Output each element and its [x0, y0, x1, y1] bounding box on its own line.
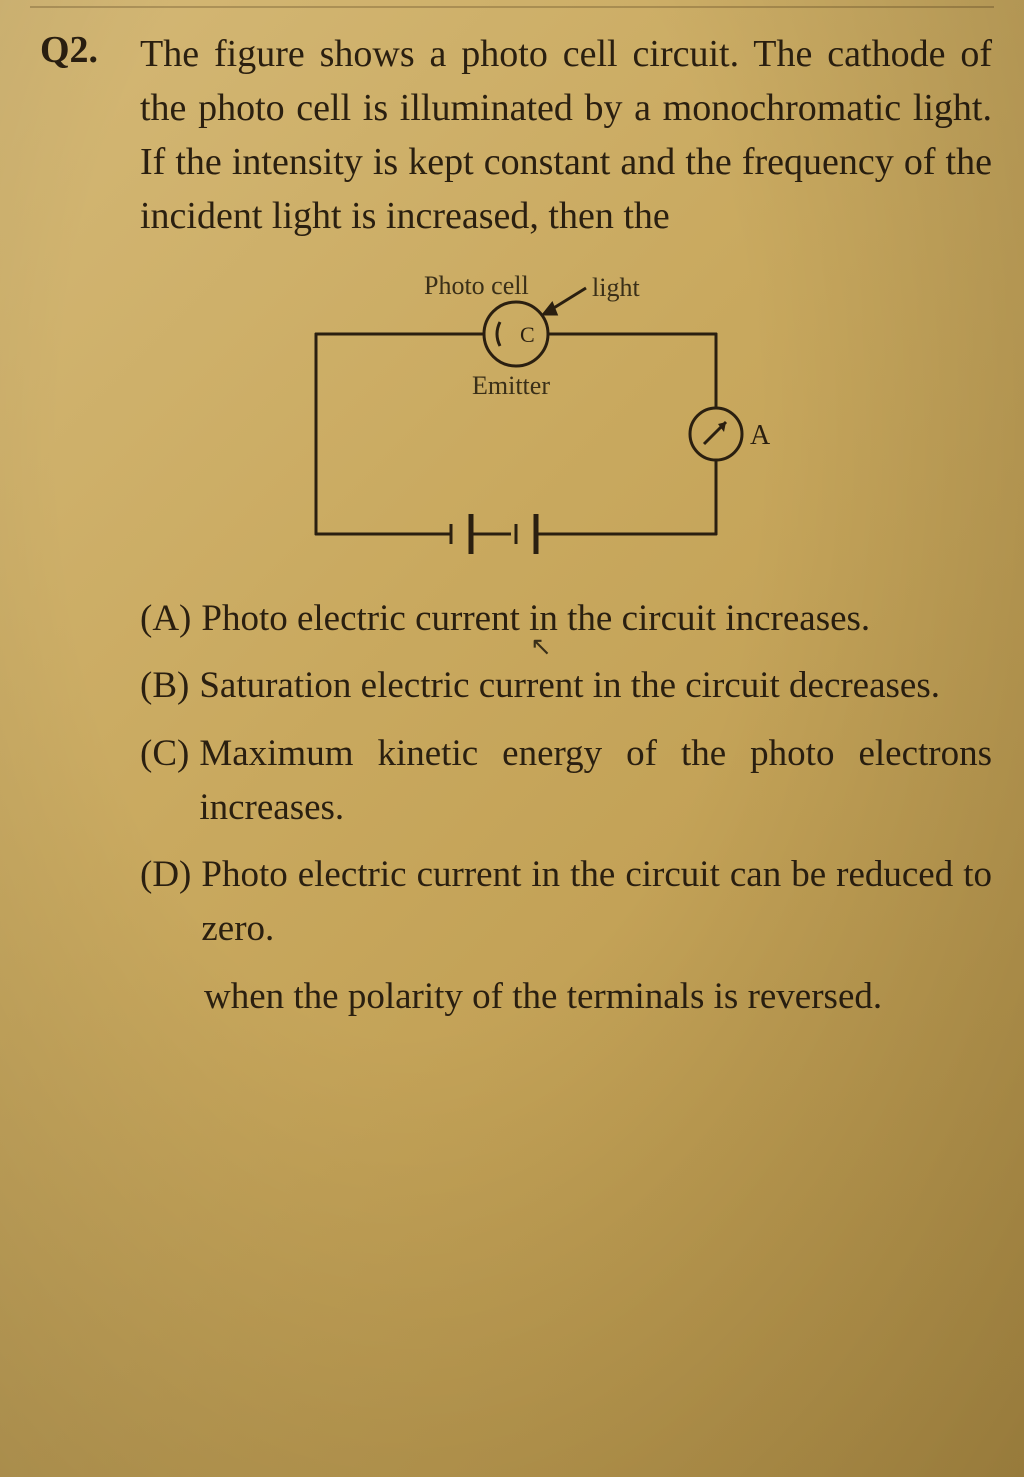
light-arrow	[544, 288, 586, 314]
photocell-symbol	[484, 302, 548, 366]
option-a: (A) Photo electric current in the circui…	[140, 592, 992, 646]
ammeter-label: A	[750, 420, 771, 451]
option-d: (D) Photo electric current in the circui…	[140, 848, 992, 955]
option-label: (C)	[140, 727, 189, 781]
emitter-label: Emitter	[472, 371, 550, 400]
diagram-container: C	[40, 264, 992, 564]
option-b: (B) Saturation electric current in the c…	[140, 659, 992, 713]
options-list: (A) Photo electric current in the circui…	[140, 592, 992, 956]
page-container: Q2. The figure shows a photo cell circui…	[0, 0, 1024, 1051]
trailing-clause: when the polarity of the terminals is re…	[140, 970, 992, 1024]
option-text: Maximum kinetic energy of the photo elec…	[199, 727, 992, 834]
question-text: The figure shows a photo cell circuit. T…	[140, 28, 992, 244]
option-text: Saturation electric current in the circu…	[199, 659, 992, 713]
battery-symbol	[436, 514, 556, 554]
circuit-diagram: C	[256, 264, 776, 564]
option-label: (D)	[140, 848, 191, 902]
photocell-label: Photo cell	[424, 271, 529, 300]
option-text: Photo electric current in the circuit ca…	[201, 848, 992, 955]
light-label: light	[592, 273, 640, 302]
top-border-rule	[30, 6, 994, 8]
option-label: (A)	[140, 592, 191, 646]
photocell-emitter-arc	[497, 322, 500, 346]
cathode-label: C	[520, 322, 535, 347]
option-text: Photo electric current in the circuit in…	[201, 592, 992, 646]
option-c: (C) Maximum kinetic energy of the photo …	[140, 727, 992, 834]
question-number: Q2.	[40, 28, 112, 72]
question-row: Q2. The figure shows a photo cell circui…	[40, 28, 992, 244]
option-label: (B)	[140, 659, 189, 713]
